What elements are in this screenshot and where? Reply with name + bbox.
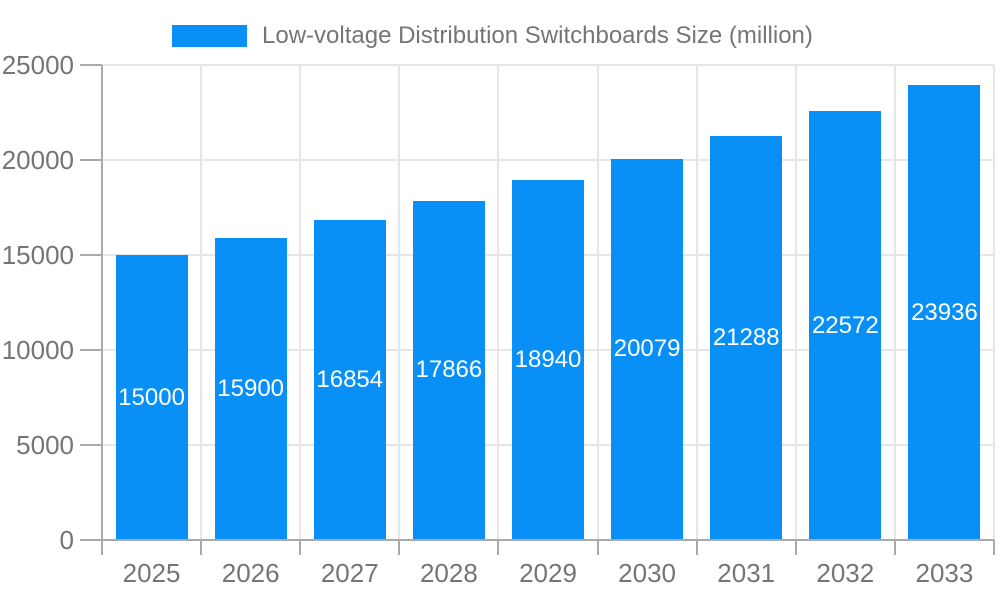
v-gridline <box>893 65 896 540</box>
x-axis-label: 2033 <box>915 558 974 588</box>
y-axis-label: 10000 <box>1 335 74 365</box>
y-axis-tick <box>80 444 102 446</box>
legend-swatch[interactable] <box>172 25 247 47</box>
x-axis-tick <box>299 540 302 555</box>
x-axis-label: 2025 <box>122 558 181 588</box>
x-axis-label: 2028 <box>419 558 478 588</box>
x-axis-tick <box>398 540 401 555</box>
x-axis-label: 2030 <box>618 558 677 588</box>
bar[interactable] <box>611 158 684 540</box>
y-axis-tick <box>80 159 102 161</box>
x-axis-tick <box>794 540 797 555</box>
bar[interactable] <box>908 85 981 540</box>
bar[interactable] <box>512 180 584 540</box>
bar[interactable] <box>412 200 485 540</box>
v-gridline <box>200 65 203 540</box>
x-axis-line <box>102 539 994 541</box>
y-axis-tick <box>80 539 102 541</box>
bar-value-label: 23936 <box>911 298 978 326</box>
bar-value-label: 15900 <box>217 374 285 402</box>
bar[interactable] <box>809 111 882 540</box>
bar-value-label: 16854 <box>316 365 384 393</box>
y-axis-label: 15000 <box>1 240 74 270</box>
x-axis-label: 2026 <box>221 558 280 588</box>
v-gridline <box>497 65 500 540</box>
x-axis-tick <box>695 540 698 555</box>
y-axis-label: 20000 <box>1 145 74 175</box>
y-axis-line <box>101 65 103 540</box>
bar[interactable] <box>115 255 188 540</box>
x-axis-label: 2031 <box>717 558 776 588</box>
plot-area: 15000 2025 15900 2026 16854 2027 17866 2028 1894… <box>2 50 995 588</box>
h-gridline <box>102 64 994 66</box>
v-gridline <box>695 65 698 540</box>
legend[interactable]: Low-voltage Distribution Switchboards Si… <box>172 22 813 50</box>
x-axis-tick <box>893 540 896 555</box>
v-gridline <box>398 65 401 540</box>
bar-value-label: 17866 <box>415 356 483 384</box>
x-axis-tick <box>497 540 500 555</box>
h-gridline <box>102 159 994 161</box>
v-gridline <box>993 65 995 540</box>
y-axis-tick <box>80 64 102 66</box>
y-axis-label: 0 <box>59 525 74 555</box>
bar[interactable] <box>710 135 783 540</box>
y-axis-tick <box>80 349 102 351</box>
bar[interactable] <box>313 219 386 540</box>
x-axis-tick <box>993 540 995 555</box>
x-axis-tick <box>200 540 203 555</box>
v-gridline <box>596 65 599 540</box>
bar-value-label: 18940 <box>514 346 582 374</box>
x-axis-label: 2032 <box>816 558 875 588</box>
v-gridline <box>794 65 797 540</box>
y-axis-tick <box>80 254 102 256</box>
bar-value-label: 15000 <box>118 383 185 411</box>
x-axis-tick <box>596 540 599 555</box>
y-axis-label: 25000 <box>1 50 74 80</box>
bar[interactable] <box>214 237 287 540</box>
x-axis-tick <box>101 540 103 555</box>
x-axis-label: 2027 <box>320 558 379 588</box>
bar-value-label: 22572 <box>811 311 879 339</box>
bar-value-label: 21288 <box>712 323 780 351</box>
v-gridline <box>299 65 302 540</box>
y-axis-label: 5000 <box>16 430 74 460</box>
legend-label: Low-voltage Distribution Switchboards Si… <box>262 22 813 49</box>
x-axis-label: 2029 <box>519 558 577 588</box>
bar-value-label: 20079 <box>613 335 681 363</box>
